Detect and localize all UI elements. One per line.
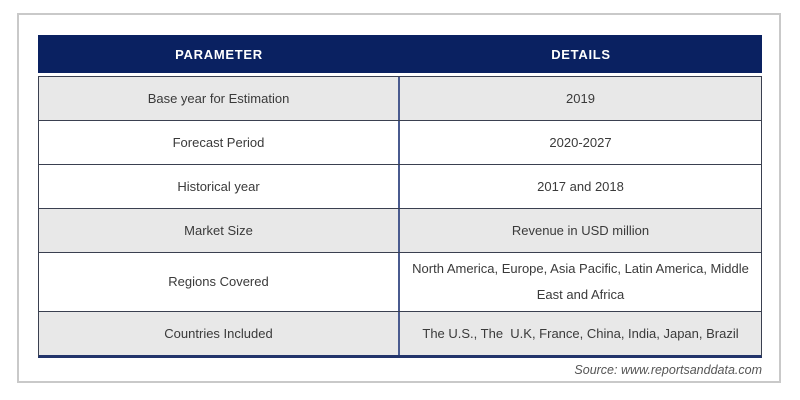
parameter-cell: Market Size xyxy=(39,209,400,252)
details-cell: 2019 xyxy=(566,90,595,106)
parameter-cell: Countries Included xyxy=(39,312,400,355)
details-cell: North America, Europe, Asia Pacific, Lat… xyxy=(412,261,749,302)
table-row: Regions Covered North America, Europe, A… xyxy=(39,253,761,312)
details-cell: 2020-2027 xyxy=(549,134,612,150)
table-row: Forecast Period 2020-2027 xyxy=(39,121,761,165)
table-row: Base year for Estimation 2019 xyxy=(39,77,761,121)
table-header-row: PARAMETER DETAILS xyxy=(38,35,762,73)
source-attribution: Source: www.reportsanddata.com xyxy=(574,363,762,377)
details-cell: The U.S., The U.K, France, China, India,… xyxy=(422,325,739,341)
parameter-cell: Forecast Period xyxy=(39,121,400,164)
table-row: Countries Included The U.S., The U.K, Fr… xyxy=(39,312,761,355)
details-cell: 2017 and 2018 xyxy=(537,178,624,194)
table-row: Market Size Revenue in USD million xyxy=(39,209,761,253)
details-cell: Revenue in USD million xyxy=(511,222,650,238)
table-row: Historical year 2017 and 2018 xyxy=(39,165,761,209)
table-body: Base year for Estimation 2019 Forecast P… xyxy=(38,76,762,358)
column-header-details: DETAILS xyxy=(551,46,611,62)
parameter-cell: Historical year xyxy=(39,165,400,208)
content-frame: PARAMETER DETAILS Base year for Estimati… xyxy=(17,13,781,383)
report-scope-table: PARAMETER DETAILS Base year for Estimati… xyxy=(38,35,762,358)
parameter-cell: Regions Covered xyxy=(39,253,400,311)
column-header-parameter: PARAMETER xyxy=(175,46,263,62)
parameter-cell: Base year for Estimation xyxy=(39,77,400,120)
